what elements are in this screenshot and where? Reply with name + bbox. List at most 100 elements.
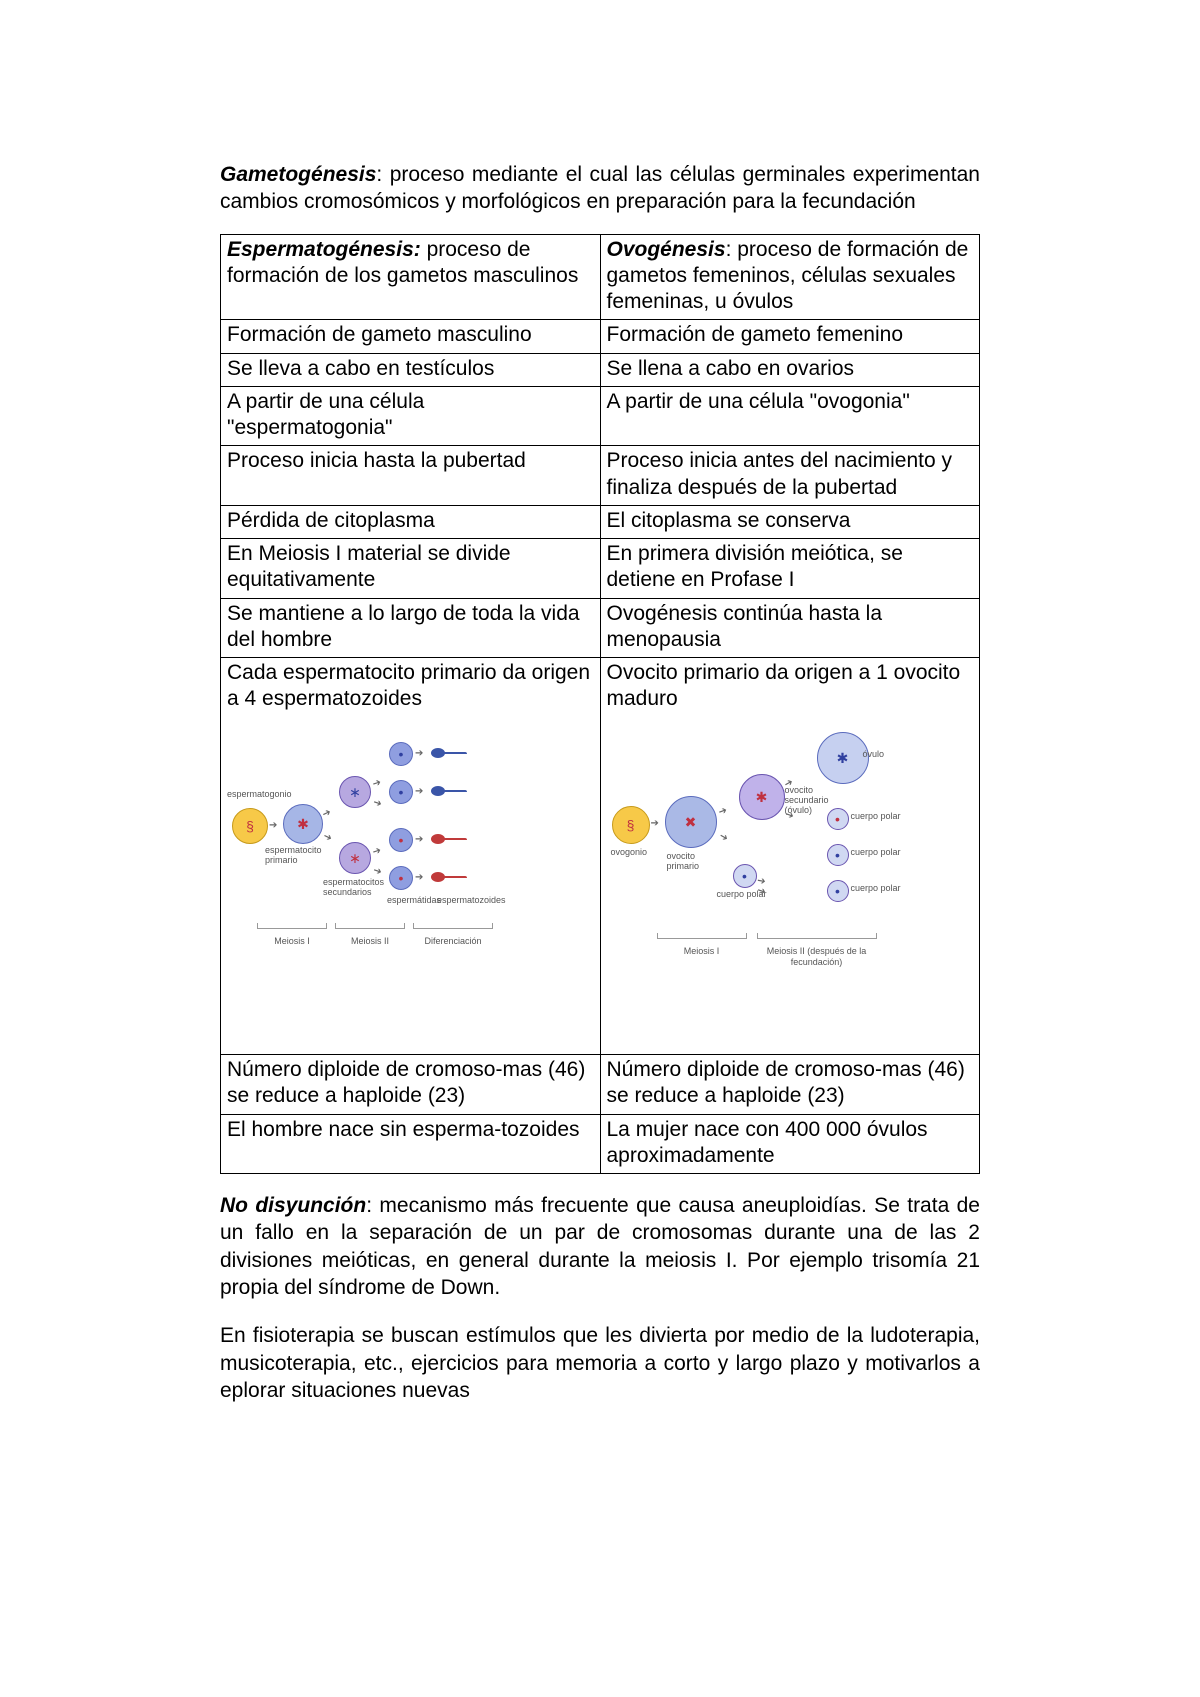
cell-icon: ∗ [339,776,371,808]
brace-icon [335,928,405,936]
chromatin-icon: § [627,818,635,832]
chromatin-icon: § [246,819,254,833]
arrow-icon: ➔ [415,748,423,761]
diagram-right-heading: Ovocito primario da origen a 1 ovocito m… [607,660,974,717]
arrow-icon: ➔ [651,818,659,831]
outro-term: No disyunción [220,1194,366,1217]
diagram-label: ovocito primario [667,852,727,872]
header-cell-right: Ovogénesis: proceso de formación de game… [600,234,980,320]
cell-icon: • [827,844,849,866]
table-row: Proceso inicia hasta la pubertad Proceso… [221,446,980,506]
diagram-label: espermatogonio [227,790,297,800]
brace-icon [657,938,747,946]
chromatin-icon: ✖ [685,815,697,829]
table-row: Formación de gameto masculino Formación … [221,320,980,353]
page: Gametogénesis: proceso mediante el cual … [0,0,1200,1697]
sperm-icon [431,832,467,846]
intro-paragraph: Gametogénesis: proceso mediante el cual … [220,161,980,216]
diagram-label: cuerpo polar [851,848,911,858]
sperm-icon [431,746,467,760]
brace-icon [257,928,327,936]
cell-icon: • [827,880,849,902]
cell-icon: ✱ [739,774,785,820]
cell-right: A partir de una célula "ovogonia" [600,386,980,446]
cell-right: Formación de gameto femenino [600,320,980,353]
stage-label: Meiosis I [657,946,747,957]
table-row: Número diploide de cromoso-mas (46) se r… [221,1055,980,1115]
table-row: Pérdida de citoplasma El citoplasma se c… [221,505,980,538]
table-row: Se mantiene a lo largo de toda la vida d… [221,598,980,658]
cell-right: Número diploide de cromoso-mas (46) se r… [600,1055,980,1115]
cell-icon: • [389,866,413,890]
cell-left: Pérdida de citoplasma [221,505,601,538]
cell-icon: • [827,808,849,830]
arrow-icon: ➔ [716,831,730,846]
diagram-label: cuerpo polar [851,884,911,894]
stage-label: Diferenciación [413,936,493,947]
chromatin-icon: ✱ [297,817,309,831]
chromatin-icon: • [835,884,840,898]
arrow-icon: ➔ [415,834,423,847]
chromatin-icon: • [399,747,404,761]
comparison-table: Espermatogénesis: proceso de formación d… [220,234,980,1175]
cell-icon: § [612,806,650,844]
sperm-icon [431,784,467,798]
cell-left: A partir de una célula "espermatogonia" [221,386,601,446]
cell-right: La mujer nace con 400 000 óvulos aproxim… [600,1114,980,1174]
chromatin-icon: • [835,812,840,826]
diagram-label: espermatozoides [437,896,517,906]
arrow-icon: ➔ [371,845,383,859]
chromatin-icon: • [399,833,404,847]
chromatin-icon: • [835,848,840,862]
oogenesis-diagram: §ovogonio➔✖ovocito primario➔➔✱ovocito se… [607,728,974,1044]
cell-icon: • [733,864,757,888]
cell-right: En primera división meiótica, se detiene… [600,539,980,599]
outro-paragraph-1: No disyunción: mecanismo más frecuente q… [220,1192,980,1301]
cell-left: En Meiosis I material se divide equitati… [221,539,601,599]
sperm-icon [431,870,467,884]
header-left-term: Espermatogénesis: [227,238,421,261]
table-row: Se lleva a cabo en testículos Se llena a… [221,353,980,386]
diagram-label: ovogonio [611,848,661,858]
arrow-icon: ➔ [321,831,334,846]
cell-icon: § [232,808,268,844]
diagram-left-heading: Cada espermatocito primario da origen a … [227,660,594,717]
arrow-icon: ➔ [371,777,383,791]
intro-term: Gametogénesis [220,163,376,186]
chromatin-icon: • [399,871,404,885]
diagram-cell-right: Ovocito primario da origen a 1 ovocito m… [600,658,980,1055]
chromatin-icon: • [742,869,747,883]
diagram-label: espermatocitos secundarios [323,878,395,898]
arrow-icon: ➔ [371,797,383,811]
diagram-label: cuerpo polar [717,890,777,900]
cell-icon: • [389,780,413,804]
cell-icon: ∗ [339,842,371,874]
cell-right: Ovogénesis continúa hasta la menopausia [600,598,980,658]
chromatin-icon: ∗ [349,785,361,799]
cell-left: El hombre nace sin esperma-tozoides [221,1114,601,1174]
cell-right: Se llena a cabo en ovarios [600,353,980,386]
table-row: El hombre nace sin esperma-tozoides La m… [221,1114,980,1174]
outro-paragraph-2: En fisioterapia se buscan estímulos que … [220,1322,980,1404]
arrow-icon: ➔ [717,805,729,820]
header-cell-left: Espermatogénesis: proceso de formación d… [221,234,601,320]
cell-left: Proceso inicia hasta la pubertad [221,446,601,506]
stage-label: Meiosis II (después de la fecundación) [757,946,877,969]
cell-right: El citoplasma se conserva [600,505,980,538]
diagram-label: cuerpo polar [851,812,911,822]
cell-icon: • [389,828,413,852]
cell-icon: ✱ [817,732,869,784]
spermatogenesis-diagram: §espermatogonio➔✱espermatocito primario➔… [227,728,594,1044]
header-right-term: Ovogénesis [607,238,726,261]
diagram-label: espermatocito primario [265,846,335,866]
cell-left: Número diploide de cromoso-mas (46) se r… [221,1055,601,1115]
table-row: En Meiosis I material se divide equitati… [221,539,980,599]
arrow-icon: ➔ [269,820,277,833]
arrow-icon: ➔ [415,786,423,799]
stage-label: Meiosis I [257,936,327,947]
cell-left: Se mantiene a lo largo de toda la vida d… [221,598,601,658]
cell-icon: ✱ [283,804,323,844]
arrow-icon: ➔ [415,872,423,885]
cell-right: Proceso inicia antes del nacimiento y fi… [600,446,980,506]
cell-left: Se lleva a cabo en testículos [221,353,601,386]
